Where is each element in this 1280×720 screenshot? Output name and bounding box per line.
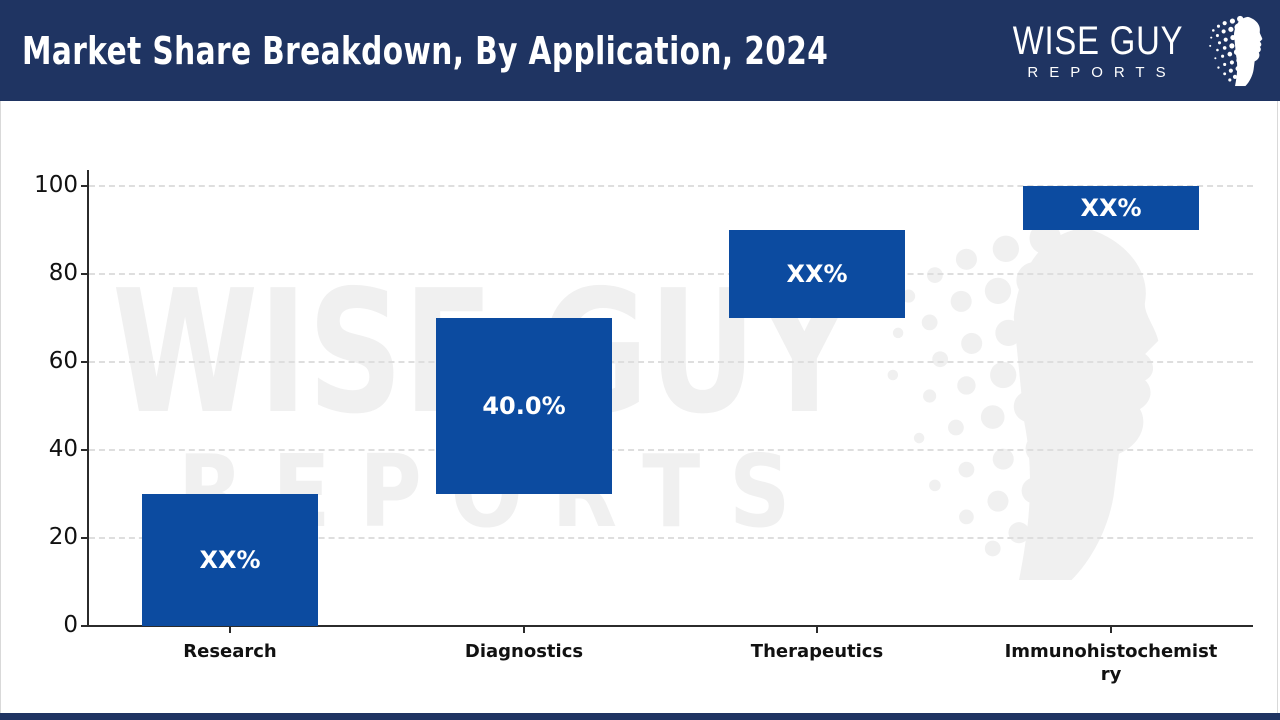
y-axis-tick-mark xyxy=(81,625,88,627)
gridline-100 xyxy=(89,185,1253,187)
y-axis-tick-label: 0 xyxy=(63,612,78,638)
header: Market Share Breakdown, By Application, … xyxy=(0,0,1280,101)
bar-value-label: XX% xyxy=(786,260,848,288)
bar-value-label: XX% xyxy=(1080,194,1142,222)
logo-text: WISE GUY REPORTS xyxy=(994,20,1202,81)
gridline-20 xyxy=(89,537,1253,539)
y-axis-tick-mark xyxy=(81,361,88,363)
x-axis-category-label-line: Diagnostics xyxy=(464,641,584,662)
x-axis-category-label-line: Immunohistochemist xyxy=(1004,641,1218,662)
bar-therapeutics: XX% xyxy=(729,230,905,318)
footer-bar xyxy=(0,713,1280,720)
y-axis-tick-label: 40 xyxy=(48,436,78,462)
gridline-40 xyxy=(89,449,1253,451)
gridline-60 xyxy=(89,361,1253,363)
logo: WISE GUY REPORTS xyxy=(994,10,1266,90)
x-axis-category-label: Research xyxy=(100,640,360,663)
logo-reports-text: REPORTS xyxy=(1027,63,1177,81)
y-axis-tick-mark xyxy=(81,537,88,539)
x-axis-line xyxy=(87,625,1253,627)
x-axis-tick-mark xyxy=(229,627,231,633)
gridline-80 xyxy=(89,273,1253,275)
bar-diagnostics: 40.0% xyxy=(436,318,612,494)
x-axis-category-label: Immunohistochemist ry xyxy=(981,640,1241,687)
y-axis-tick-label: 20 xyxy=(48,524,78,550)
y-axis-tick-mark xyxy=(81,273,88,275)
chart-card-border xyxy=(0,101,1278,713)
y-axis-tick-label: 60 xyxy=(48,348,78,374)
x-axis-tick-mark xyxy=(816,627,818,633)
x-axis-tick-mark xyxy=(523,627,525,633)
x-axis-category-label: Therapeutics xyxy=(687,640,947,663)
x-axis-tick-mark xyxy=(1110,627,1112,633)
x-axis-category-label-line: ry xyxy=(1100,664,1122,686)
bar-research: XX% xyxy=(142,494,318,626)
y-axis-tick-mark xyxy=(81,185,88,187)
y-axis-tick-label: 80 xyxy=(48,260,78,286)
bar-immunohistochemistry: XX% xyxy=(1023,186,1199,230)
bar-value-label: XX% xyxy=(199,546,261,574)
y-axis-line xyxy=(87,170,89,627)
x-axis-category-label: Diagnostics xyxy=(394,640,654,663)
y-axis-tick-mark xyxy=(81,449,88,451)
page-title: Market Share Breakdown, By Application, … xyxy=(22,28,829,73)
logo-wiseguy-text: WISE GUY xyxy=(1012,18,1184,63)
y-axis-tick-label: 100 xyxy=(34,172,78,198)
x-axis-category-label-line: Therapeutics xyxy=(750,641,884,662)
bar-value-label: 40.0% xyxy=(482,392,566,420)
x-axis-category-label-line: Research xyxy=(183,641,277,662)
